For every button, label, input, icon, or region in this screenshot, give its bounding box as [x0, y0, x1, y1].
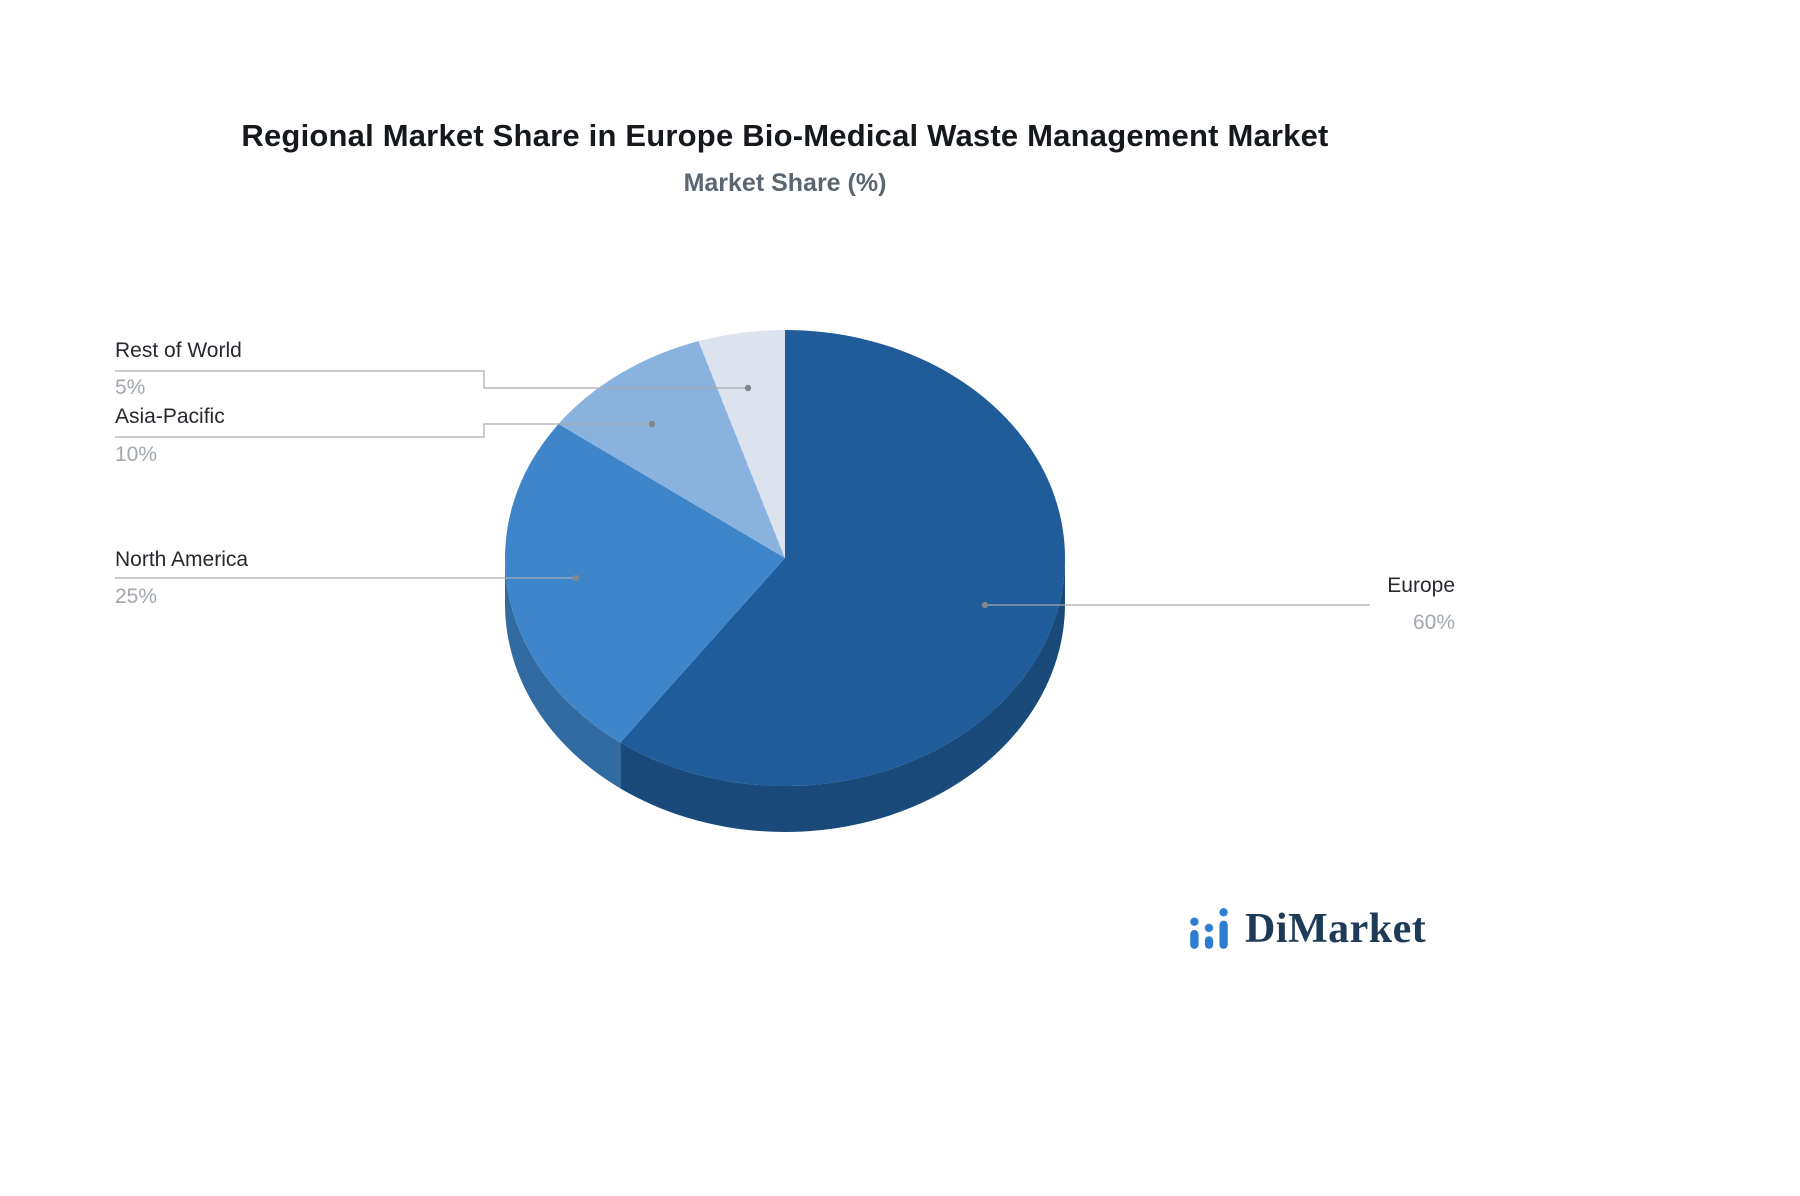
pie-slice-side [620, 558, 1065, 832]
pie-slice-europe[interactable] [620, 330, 1066, 787]
slice-value-europe: 60% [1412, 611, 1455, 634]
chart-title: Regional Market Share in Europe Bio-Medi… [241, 118, 1329, 153]
leader-dot [981, 601, 989, 609]
chart-subtitle: Market Share (%) [683, 169, 887, 197]
pie-slice-rest-of-world[interactable] [698, 330, 785, 558]
brand-logo: DiMarket [1185, 905, 1426, 953]
slice-label-north-america: North America [115, 548, 249, 571]
slice-label-europe: Europe [1387, 574, 1455, 597]
pie-slice-north-america[interactable] [504, 423, 785, 743]
brand-logo-text: DiMarket [1245, 906, 1427, 952]
pie-slice-asia-pacific[interactable] [558, 341, 785, 558]
slice-value-asia-pacific: 10% [115, 443, 158, 466]
slice-label-asia-pacific: Asia-Pacific [115, 405, 225, 428]
leader-dot [572, 574, 580, 582]
bar-chart-icon [1190, 908, 1228, 949]
slice-label-rest-of-world: Rest of World [115, 339, 242, 362]
leader-line [115, 370, 748, 389]
leader-line [115, 423, 652, 438]
slice-value-rest-of-world: 5% [115, 376, 146, 399]
pie-slice-side [505, 558, 621, 789]
leader-dot [648, 420, 656, 428]
slice-value-north-america: 25% [115, 585, 158, 608]
leader-dot [744, 384, 752, 392]
